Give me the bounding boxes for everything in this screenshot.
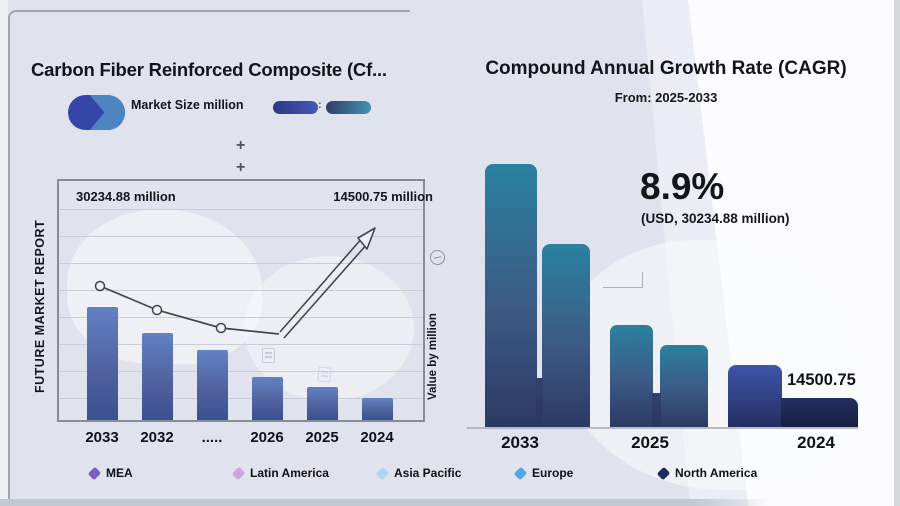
right-bar-2024-primary xyxy=(728,365,782,427)
legend-label-europe: Europe xyxy=(532,466,574,480)
future-market-report-label: FUTURE MARKET REPORT xyxy=(33,219,47,393)
left-axis-label-2033: 2033 xyxy=(85,429,119,446)
left-bar-2033 xyxy=(87,307,118,420)
legend-item-mea: MEA xyxy=(87,466,133,480)
right-edge-strip xyxy=(894,0,900,506)
right-axis-label-2025: 2025 xyxy=(631,433,669,452)
right-axis-label-2024: 2024 xyxy=(797,433,835,452)
right-bar-2025-primary xyxy=(610,325,653,427)
left-axis-label-2025: 2025 xyxy=(305,429,339,446)
legend-marker-europe-icon xyxy=(513,466,528,480)
minus-circle-icon xyxy=(428,248,447,267)
plus-icon: + xyxy=(236,159,246,176)
legend-item-latin-america: Latin America xyxy=(231,466,329,480)
legend-label-asia-pacific: Asia Pacific xyxy=(394,466,462,480)
right-bar-2025-secondary xyxy=(660,345,708,427)
ratio-separator: : xyxy=(318,99,322,111)
left-bar-dots xyxy=(197,350,228,420)
market-size-pill-icon xyxy=(68,95,125,130)
ratio-pill-left-icon xyxy=(273,101,318,114)
right-chart-subtitle: From: 2025-2033 xyxy=(614,90,718,105)
slide-frame-corner xyxy=(8,10,410,499)
value-callout-2024: 14500.75 xyxy=(787,371,856,389)
corner-bracket-decoration xyxy=(603,272,643,288)
legend-item-asia-pacific: Asia Pacific xyxy=(375,466,462,480)
left-axis-label-2026: 2026 xyxy=(250,429,284,446)
document-watermark-icon xyxy=(262,348,275,363)
left-bar-2026 xyxy=(252,377,283,420)
legend-label-latin-america: Latin America xyxy=(250,466,329,480)
left-edge-strip xyxy=(0,0,8,506)
left-axis-label-2024: 2024 xyxy=(360,429,394,446)
left-bar-2032 xyxy=(142,333,173,420)
right-bar-2024-secondary xyxy=(781,398,858,427)
right-axis-line xyxy=(467,427,858,429)
left-chart-title: Carbon Fiber Reinforced Composite (Cf... xyxy=(31,59,387,80)
legend-marker-asia-pacific-icon xyxy=(375,466,390,480)
right-bar-2033-secondary xyxy=(542,244,590,427)
left-axis-label-dots: ..... xyxy=(201,429,223,446)
left-axis-label-2032: 2032 xyxy=(140,429,174,446)
bar-bridge xyxy=(652,393,661,427)
right-bar-2033-primary xyxy=(485,164,537,427)
legend-item-north-america: North America xyxy=(656,466,758,480)
market-size-label: Market Size million xyxy=(131,98,244,112)
cagr-value: 8.9% xyxy=(640,166,725,207)
left-bar-2025 xyxy=(307,387,338,420)
legend-marker-mea-icon xyxy=(87,466,102,480)
right-axis-label-2033: 2033 xyxy=(501,433,539,452)
min-value-label: 14500.75 million xyxy=(333,189,433,204)
bottom-shadow-strip xyxy=(0,499,770,506)
plus-icon: + xyxy=(236,137,246,154)
legend-marker-north-america-icon xyxy=(656,466,671,480)
value-axis-label: Value by million xyxy=(427,313,439,401)
right-chart-title: Compound Annual Growth Rate (CAGR) xyxy=(485,58,847,79)
market-chart-panel: 30234.88 million 14500.75 million xyxy=(57,179,433,422)
legend-item-europe: Europe xyxy=(513,466,574,480)
trend-line-arrow-svg xyxy=(94,227,376,339)
legend-label-north-america: North America xyxy=(675,466,758,480)
max-value-label: 30234.88 million xyxy=(76,189,176,204)
bar-bridge xyxy=(536,378,543,427)
cagr-detail: (USD, 30234.88 million) xyxy=(641,211,790,226)
legend-label-mea: MEA xyxy=(106,466,133,480)
ratio-pill-right-icon xyxy=(326,101,371,114)
pill-facet-icon xyxy=(89,95,125,130)
legend-marker-latin-america-icon xyxy=(231,466,246,480)
left-bar-2024 xyxy=(362,398,393,420)
